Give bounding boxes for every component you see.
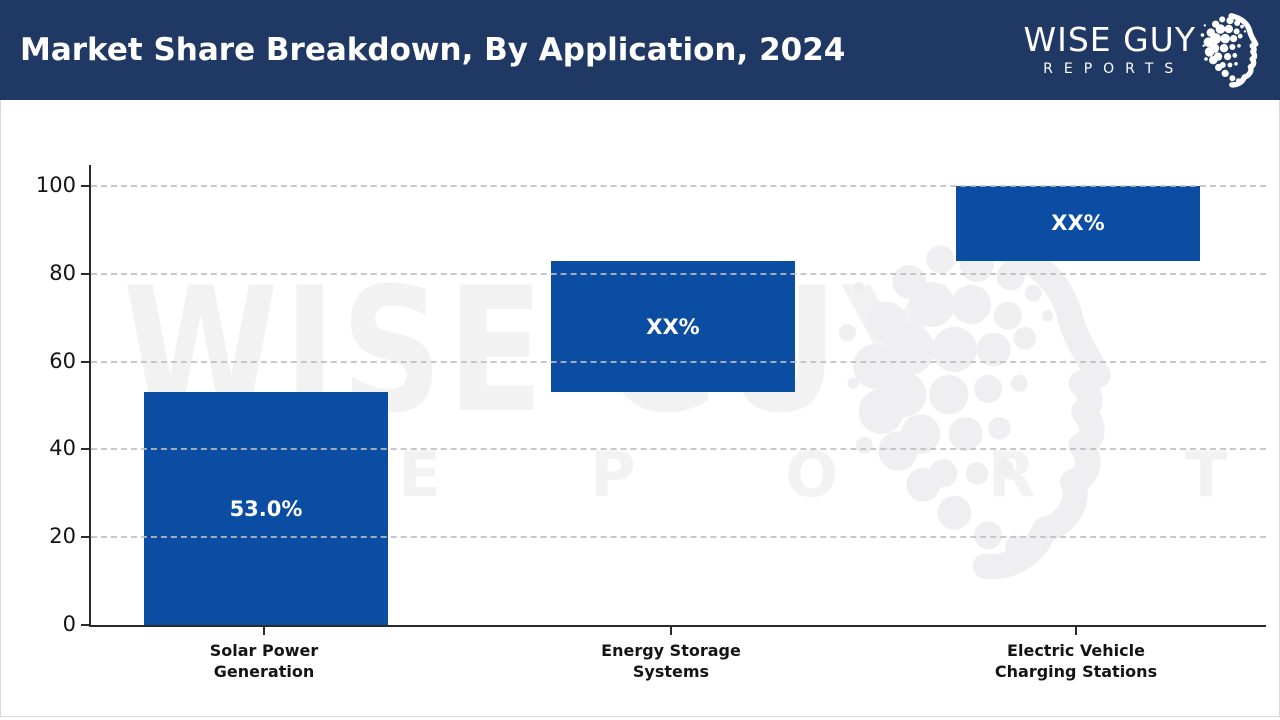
y-axis-tick-mark <box>81 448 89 451</box>
x-axis-category-label: Electric Vehicle Charging Stations <box>994 641 1158 681</box>
gridline <box>91 360 1266 363</box>
plot-area: 53.0% XX% XX% <box>89 165 1266 627</box>
y-axis-tick-mark <box>81 536 89 539</box>
y-axis-tick-label: 100 <box>35 173 76 197</box>
x-axis-tick-mark <box>670 627 672 635</box>
chart-title: Market Share Breakdown, By Application, … <box>20 32 846 68</box>
gridline <box>91 536 1266 539</box>
y-axis-tick-label: 40 <box>49 436 76 461</box>
y-axis-tick-mark <box>81 360 89 363</box>
x-axis-category-label: Solar Power Generation <box>209 641 319 681</box>
gridline <box>91 185 1266 187</box>
y-axis-tick-mark <box>81 185 89 187</box>
logo-wordmark: WISE GUY <box>1023 20 1196 60</box>
x-axis-tick-mark <box>263 627 265 635</box>
x-axis-tick-mark <box>1075 627 1077 635</box>
logo-text: WISE GUY REPORTS <box>1023 23 1196 77</box>
y-axis-tick-label: 80 <box>49 260 76 285</box>
bar-value-label: XX% <box>1051 211 1105 236</box>
x-axis-category-label: Energy Storage Systems <box>601 641 741 681</box>
bar-value-label: 53.0% <box>229 496 303 521</box>
wise-guy-logo: WISE GUY REPORTS <box>1023 6 1266 94</box>
y-axis-tick-mark <box>81 624 89 626</box>
gridline <box>91 272 1266 275</box>
bar-value-label: XX% <box>646 314 700 339</box>
bar-segment: XX% <box>956 186 1200 261</box>
header-bar: Market Share Breakdown, By Application, … <box>0 0 1280 100</box>
gridline <box>91 448 1266 451</box>
wise-guy-face-icon <box>1200 10 1266 90</box>
y-axis-tick-label: 20 <box>49 524 76 549</box>
y-axis-tick-label: 60 <box>49 348 76 373</box>
logo-sub-wordmark: REPORTS <box>1043 60 1185 77</box>
y-axis-tick-label: 0 <box>62 612 76 636</box>
bar-segment: XX% <box>551 260 795 393</box>
bar-segment: 53.0% <box>144 392 388 625</box>
y-axis-tick-mark <box>81 272 89 275</box>
